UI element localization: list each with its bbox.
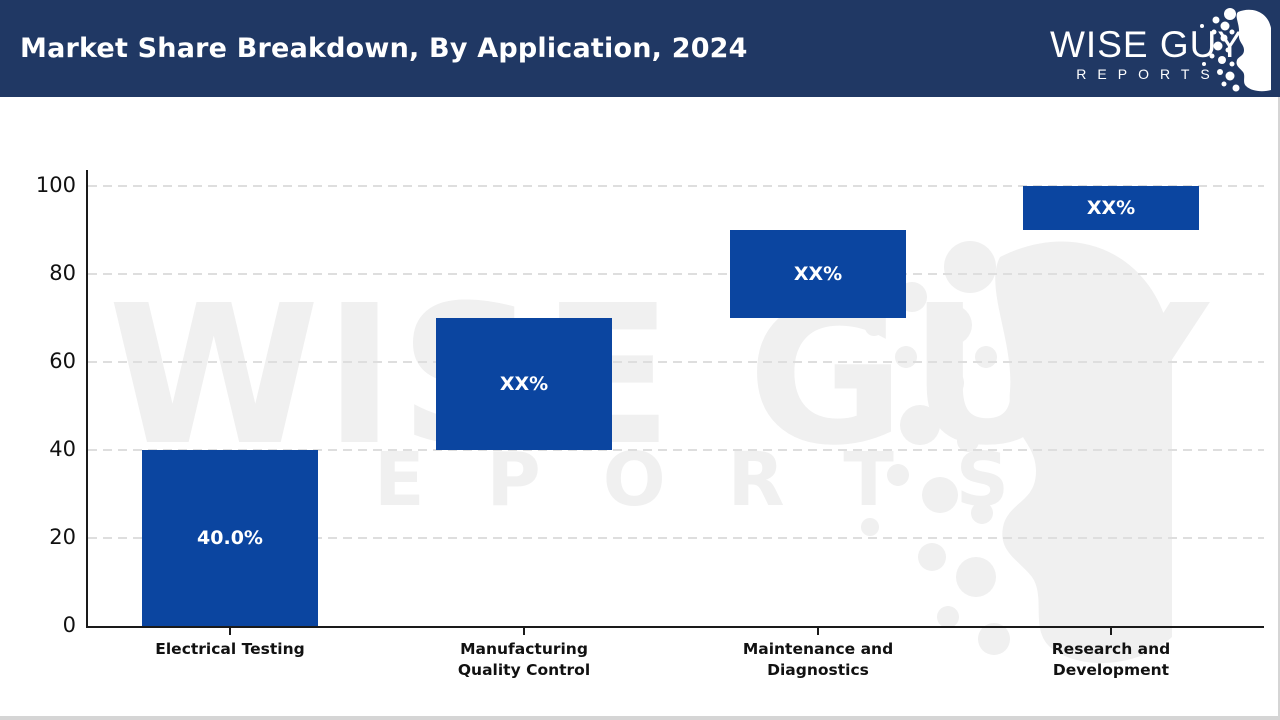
bar-manufacturing: XX% — [436, 318, 612, 450]
figure-border-right — [1278, 97, 1280, 720]
x-category-label-line: Diagnostics — [767, 660, 869, 679]
bar-maintenance-and: XX% — [730, 230, 906, 318]
x-category-label-line: Research and — [1051, 640, 1171, 658]
y-tick-label-60: 60 — [49, 349, 76, 373]
bar-research-and: XX% — [1023, 186, 1199, 230]
gridline-20 — [88, 537, 1264, 539]
waterfall-chart: 0 20 40 60 80 100 40.0% Electrical Testing XX% Ma… — [0, 97, 1280, 716]
x-category-label-line: Development — [1052, 660, 1170, 679]
x-category-label: Research and Development — [991, 639, 1231, 681]
y-tick-label-40: 40 — [49, 437, 76, 461]
wise-guy-logo: WISE GUY REPORTS — [1022, 4, 1272, 94]
x-category-label-line: Electrical Testing — [155, 640, 305, 658]
logo-head-icon — [1200, 8, 1271, 92]
x-category-label-line: Quality Control — [457, 660, 591, 679]
y-tick-label-100: 100 — [35, 173, 76, 197]
y-tick-label-80: 80 — [49, 261, 76, 285]
logo-text: WISE GUY REPORTS — [1050, 26, 1243, 82]
page-title: Market Share Breakdown, By Application, … — [20, 33, 748, 64]
gridline-80 — [88, 273, 1264, 275]
x-tick-mark — [229, 628, 231, 635]
x-category-label-line: Maintenance and — [742, 640, 894, 658]
x-category-label: Electrical Testing — [110, 639, 350, 660]
gridline-60 — [88, 361, 1264, 363]
bar-value-label: 40.0% — [197, 527, 263, 549]
gridline-100 — [88, 185, 1264, 187]
x-axis-line — [86, 626, 1264, 628]
x-category-label: Manufacturing Quality Control — [404, 639, 644, 681]
y-tick-label-20: 20 — [49, 525, 76, 549]
gridline-40 — [88, 449, 1264, 451]
x-tick-mark — [1110, 628, 1112, 635]
header-band: Market Share Breakdown, By Application, … — [0, 0, 1280, 97]
x-category-label-line: Manufacturing — [460, 640, 588, 658]
x-category-label: Maintenance and Diagnostics — [698, 639, 938, 681]
bar-value-label: XX% — [793, 263, 843, 285]
y-axis-line — [86, 170, 88, 628]
bar-electrical-testing: 40.0% — [142, 450, 318, 626]
bar-value-label: XX% — [1086, 197, 1136, 219]
y-tick-label-0: 0 — [62, 613, 76, 637]
x-tick-mark — [523, 628, 525, 635]
logo-subtitle: REPORTS — [1076, 66, 1221, 82]
figure-border-bottom — [0, 716, 1280, 720]
bar-value-label: XX% — [499, 373, 549, 395]
x-tick-mark — [817, 628, 819, 635]
